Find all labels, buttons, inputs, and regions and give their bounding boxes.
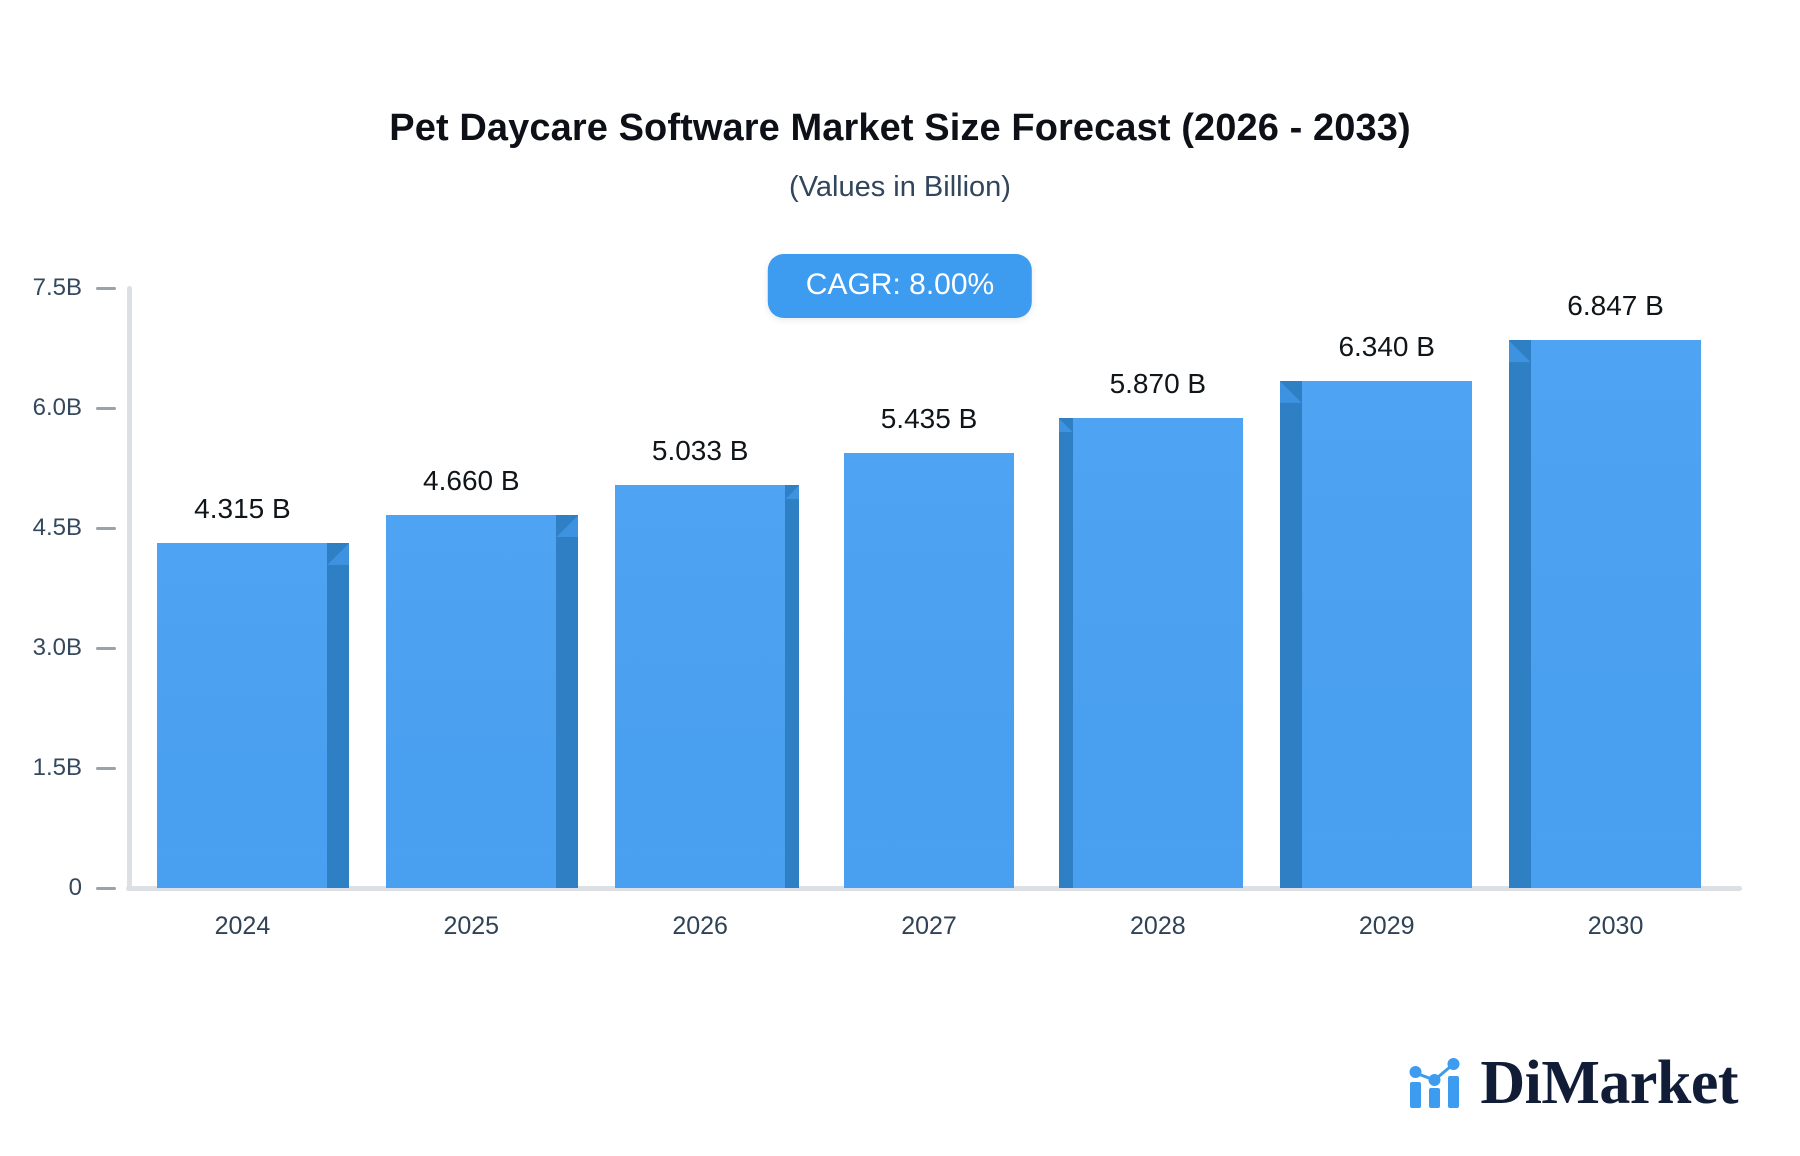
bar-front-face <box>386 515 557 888</box>
bar-front-face <box>1072 418 1243 888</box>
bar-front-face <box>157 542 328 888</box>
bar-side-face <box>1279 380 1302 888</box>
title-block: Pet Daycare Software Market Size Forecas… <box>0 107 1800 204</box>
bar: 4.660 B <box>386 465 579 888</box>
bar-chart-logo-icon <box>1409 1058 1460 1108</box>
bar-side-face <box>1508 340 1531 888</box>
chart-subtitle: (Values in Billion) <box>789 170 1011 203</box>
bar-value-label: 6.340 B <box>1338 330 1435 362</box>
bar: 5.435 B <box>844 403 1014 888</box>
bar-side-face <box>1058 418 1073 888</box>
x-axis-tick-label: 2029 <box>1358 912 1415 940</box>
bar-front-face <box>1301 380 1472 888</box>
y-axis-tick-mark <box>96 886 116 890</box>
bar-value-label: 4.660 B <box>423 465 520 497</box>
y-axis-tick-label: 0 <box>68 874 82 901</box>
y-axis-tick-label: 6.0B <box>32 394 82 421</box>
x-axis-tick-label: 2028 <box>1130 912 1186 940</box>
bar-value-label: 6.847 B <box>1567 290 1664 322</box>
bar: 6.340 B <box>1279 331 1472 888</box>
y-axis-tick-mark <box>96 766 116 770</box>
plot-area: 4.315 B 4.660 B 5.033 B 5.435 B 5.870 B 6.340… <box>128 288 1730 888</box>
bar-front-face <box>844 453 1014 888</box>
x-axis-tick-label: 2025 <box>443 912 500 940</box>
bar-value-label: 5.033 B <box>651 435 749 467</box>
bar-value-label: 4.315 B <box>194 492 291 524</box>
y-axis-tick-mark <box>96 646 116 650</box>
y-axis-tick-label: 7.5B <box>32 274 82 301</box>
y-axis-spine <box>127 286 132 890</box>
y-axis-tick-mark <box>96 406 116 410</box>
brand-logo: DiMarket <box>1408 1052 1738 1114</box>
bar-side-face <box>327 542 350 888</box>
chart-title: Pet Daycare Software Market Size Forecas… <box>389 107 1411 149</box>
bar: 6.847 B <box>1508 290 1701 888</box>
bar-side-face <box>785 485 800 888</box>
cagr-badge: CAGR: 8.00% <box>767 254 1033 318</box>
x-axis-tick-label: 2024 <box>214 912 271 940</box>
bar-front-face <box>1530 340 1701 888</box>
x-axis-tick-label: 2027 <box>901 912 957 940</box>
y-axis-tick-mark <box>96 286 116 290</box>
logo-text: DiMarket <box>1480 1049 1738 1117</box>
y-axis-tick-mark <box>96 526 116 530</box>
bar-side-face <box>556 515 579 888</box>
y-axis-tick-label: 1.5B <box>32 754 82 781</box>
y-axis-tick-label: 4.5B <box>32 514 82 541</box>
y-axis-tick-label: 3.0B <box>32 634 82 661</box>
bar-front-face <box>615 485 786 888</box>
x-axis-tick-label: 2030 <box>1587 912 1644 940</box>
x-axis-tick-label: 2026 <box>672 912 728 940</box>
bar: 5.870 B <box>1058 368 1243 888</box>
x-axis-spine <box>126 886 1742 891</box>
bar: 5.033 B <box>615 435 800 888</box>
bar-value-label: 5.435 B <box>880 403 978 435</box>
bar: 4.315 B <box>157 493 350 888</box>
bar-value-label: 5.870 B <box>1109 368 1207 400</box>
